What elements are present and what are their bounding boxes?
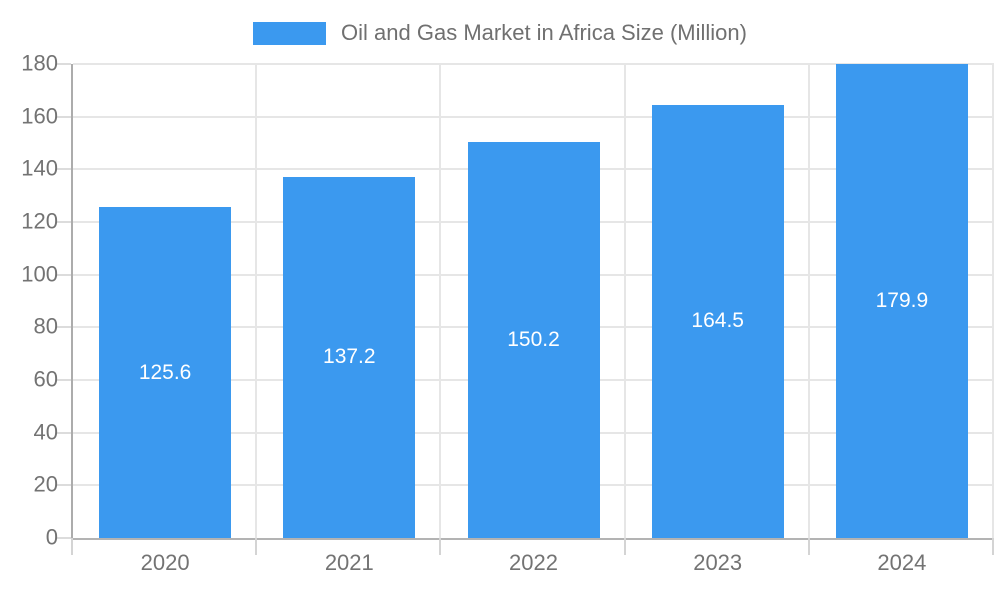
plot-area: 0 20 40 60 80 100 120 140 160 180 125.6 2020 137.2 20… (21, 50, 994, 575)
x-tick-mark (807, 538, 810, 555)
y-tick-mark (56, 168, 71, 171)
y-axis-label: 60 (33, 366, 58, 392)
x-axis-line (73, 538, 994, 540)
x-axis-label: 2023 (693, 550, 743, 575)
x-gridline (623, 64, 626, 538)
x-axis-label: 2024 (877, 550, 927, 575)
y-tick-mark (56, 221, 71, 223)
y-axis-label: 120 (21, 208, 58, 234)
y-axis-label: 80 (33, 313, 58, 339)
y-tick-mark (56, 326, 71, 329)
bar-value-label: 137.2 (323, 345, 376, 369)
bar-value-label: 125.6 (138, 360, 192, 384)
y-gridline (73, 63, 994, 65)
y-axis-label: 180 (21, 50, 58, 76)
legend-item[interactable]: Oil and Gas Market in Africa Size (Milli… (0, 20, 1000, 46)
x-gridline (439, 64, 442, 538)
y-axis-label: 140 (21, 155, 58, 181)
y-gridline (73, 115, 994, 118)
bar-2021: 137.2 (283, 176, 416, 538)
bar-2020: 125.6 (99, 207, 232, 538)
y-tick-mark (56, 537, 71, 539)
bar-value-label: 164.5 (691, 309, 744, 333)
y-axis-line (71, 64, 73, 538)
legend-swatch (253, 21, 327, 45)
y-axis-label: 100 (21, 261, 58, 287)
y-axis-label: 160 (21, 103, 58, 129)
bar-2022: 150.2 (467, 142, 600, 538)
x-tick-mark (71, 538, 73, 555)
bar-2023: 164.5 (651, 104, 784, 538)
legend-label: Oil and Gas Market in Africa Size (Milli… (341, 20, 747, 45)
x-tick-mark (623, 538, 626, 555)
y-tick-mark (56, 431, 71, 434)
x-tick-mark (439, 538, 442, 555)
x-axis-label: 2021 (324, 550, 374, 575)
x-axis-label: 2020 (140, 550, 190, 575)
bar-value-label: 179.9 (875, 289, 929, 313)
x-axis-label: 2022 (509, 550, 558, 575)
y-axis-label: 40 (33, 419, 58, 445)
y-tick-mark (56, 273, 71, 276)
x-gridline (992, 64, 994, 538)
x-tick-mark (255, 538, 258, 555)
y-tick-mark (56, 63, 71, 65)
bar-2024: 179.9 (835, 64, 968, 538)
x-gridline (255, 64, 258, 538)
y-axis-label: 0 (45, 524, 58, 550)
y-tick-mark (56, 379, 71, 381)
x-gridline (807, 64, 810, 538)
y-axis-label: 20 (33, 471, 58, 497)
y-tick-mark (56, 115, 71, 118)
x-tick-mark (992, 538, 994, 555)
bar-value-label: 150.2 (507, 328, 560, 352)
y-tick-mark (56, 484, 71, 487)
